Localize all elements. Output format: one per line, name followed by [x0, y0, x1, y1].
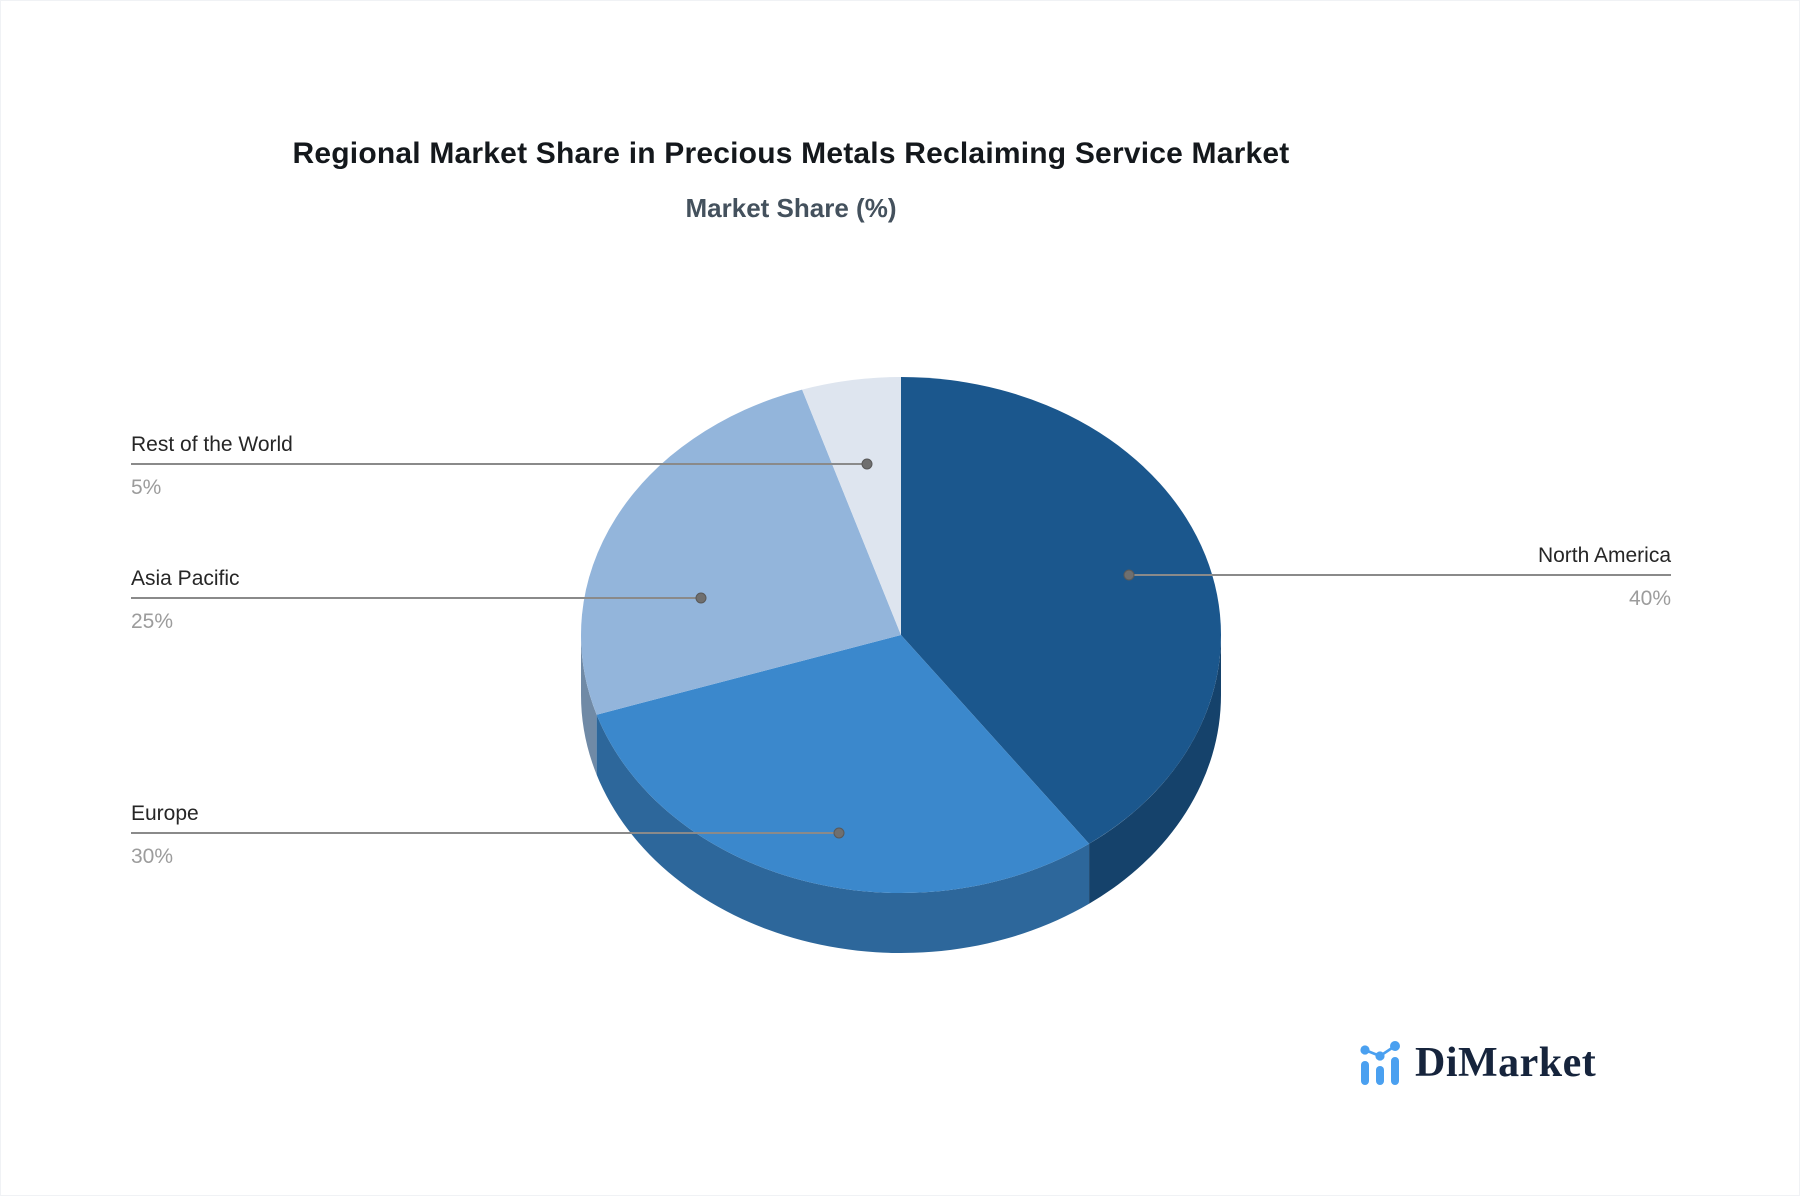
chart-title: Regional Market Share in Precious Metals…	[292, 137, 1290, 170]
brand-logo: DiMarket	[1359, 1039, 1596, 1087]
leader-dot	[861, 458, 873, 470]
pie-slice-side	[1089, 635, 1221, 904]
chart-subtitle: Market Share (%)	[685, 193, 897, 223]
leader-dot	[833, 827, 845, 839]
bar-chart-icon	[1360, 1041, 1400, 1085]
pie-slice-side	[596, 714, 1090, 954]
brand-name: DiMarket	[1415, 1040, 1597, 1086]
pie-slice-north-america[interactable]	[901, 377, 1222, 844]
leader-dot	[1123, 569, 1135, 581]
pie-slice-asia-pacific[interactable]	[581, 389, 901, 715]
pie-slice-europe[interactable]	[596, 635, 1090, 894]
pie-slice-side	[581, 635, 597, 775]
leader-dot	[695, 592, 707, 604]
pie-slice-rest-of-the-world[interactable]	[802, 377, 901, 635]
